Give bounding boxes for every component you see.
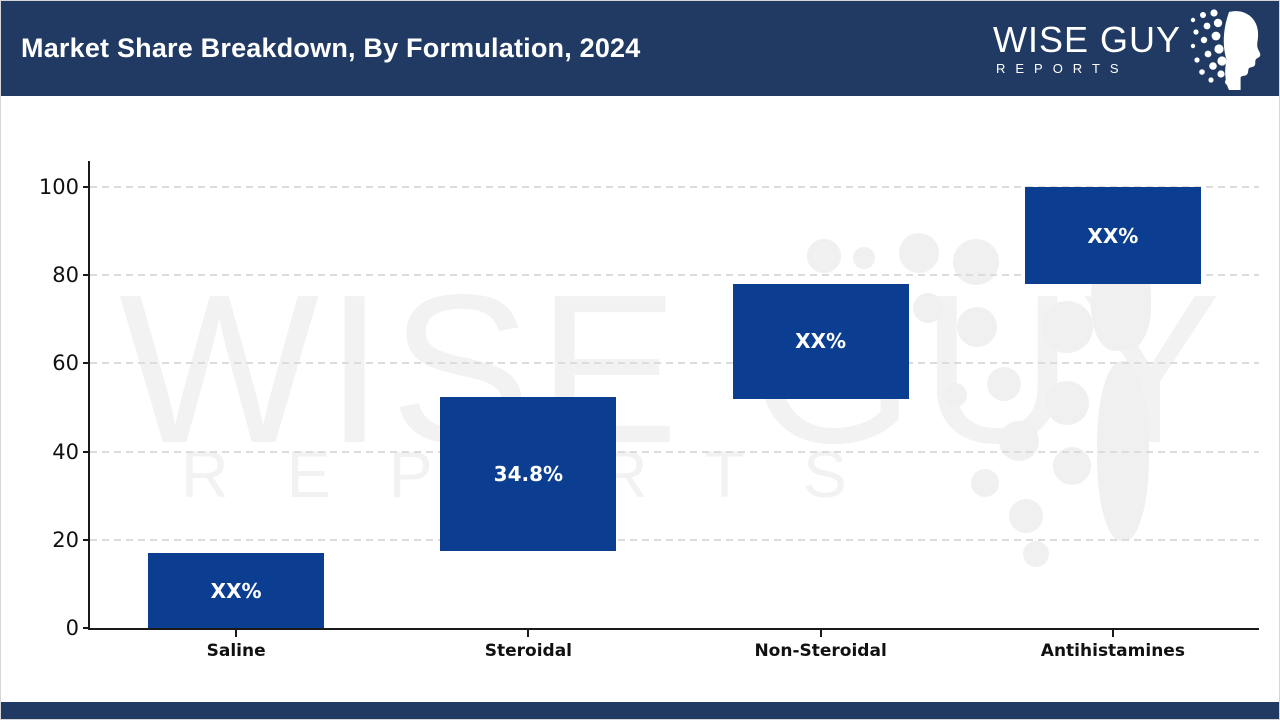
x-tick-2 [819, 630, 822, 637]
x-category-label: Steroidal [484, 641, 572, 661]
y-tick-100 [83, 186, 90, 188]
x-tick-3 [1111, 630, 1114, 637]
gridline-60 [90, 362, 1259, 365]
y-tick-label-20: 20 [52, 527, 79, 552]
gridline-80 [90, 274, 1259, 277]
y-tick-label-40: 40 [52, 439, 79, 464]
bar-non-steroidal: XX% [732, 284, 909, 399]
x-category-label: Non-Steroidal [754, 641, 887, 661]
y-tick-0 [83, 627, 90, 629]
y-tick-20 [83, 538, 90, 541]
bar-value-label: 34.8% [493, 462, 564, 487]
header-bar: Market Share Breakdown, By Formulation, … [1, 1, 1279, 96]
y-axis-line [88, 161, 90, 630]
x-axis-line [88, 628, 1259, 630]
y-tick-60 [83, 362, 90, 365]
bar-steroidal: 34.8% [440, 397, 617, 551]
logo-head-icon [1190, 8, 1261, 90]
y-tick-80 [83, 274, 90, 277]
y-tick-40 [83, 450, 90, 453]
page-title: Market Share Breakdown, By Formulation, … [21, 33, 641, 63]
footer-bar [1, 702, 1279, 719]
wiseguy-logo: WISE GUY REPORTS [993, 8, 1261, 90]
x-category-label: Antihistamines [1040, 641, 1185, 661]
bar-value-label: XX% [795, 329, 847, 354]
y-tick-label-60: 60 [52, 351, 79, 376]
logo-sub-text: REPORTS [995, 61, 1129, 76]
wiseguy-logo-text: WISE GUY REPORTS [992, 19, 1181, 76]
x-category-label: Saline [206, 641, 266, 661]
y-tick-label-80: 80 [52, 263, 79, 288]
bar-value-label: XX% [210, 578, 262, 603]
y-tick-label-100: 100 [38, 175, 79, 199]
bar-antihistamines: XX% [1024, 187, 1201, 285]
y-tick-label-0: 0 [65, 616, 79, 640]
gridline-20 [90, 538, 1259, 541]
bar-saline: XX% [148, 553, 325, 628]
x-tick-1 [527, 630, 530, 637]
bar-value-label: XX% [1087, 223, 1139, 248]
x-tick-0 [235, 630, 238, 637]
logo-name-text: WISE GUY [992, 19, 1181, 60]
gridline-100 [90, 186, 1259, 188]
gridline-40 [90, 450, 1259, 453]
